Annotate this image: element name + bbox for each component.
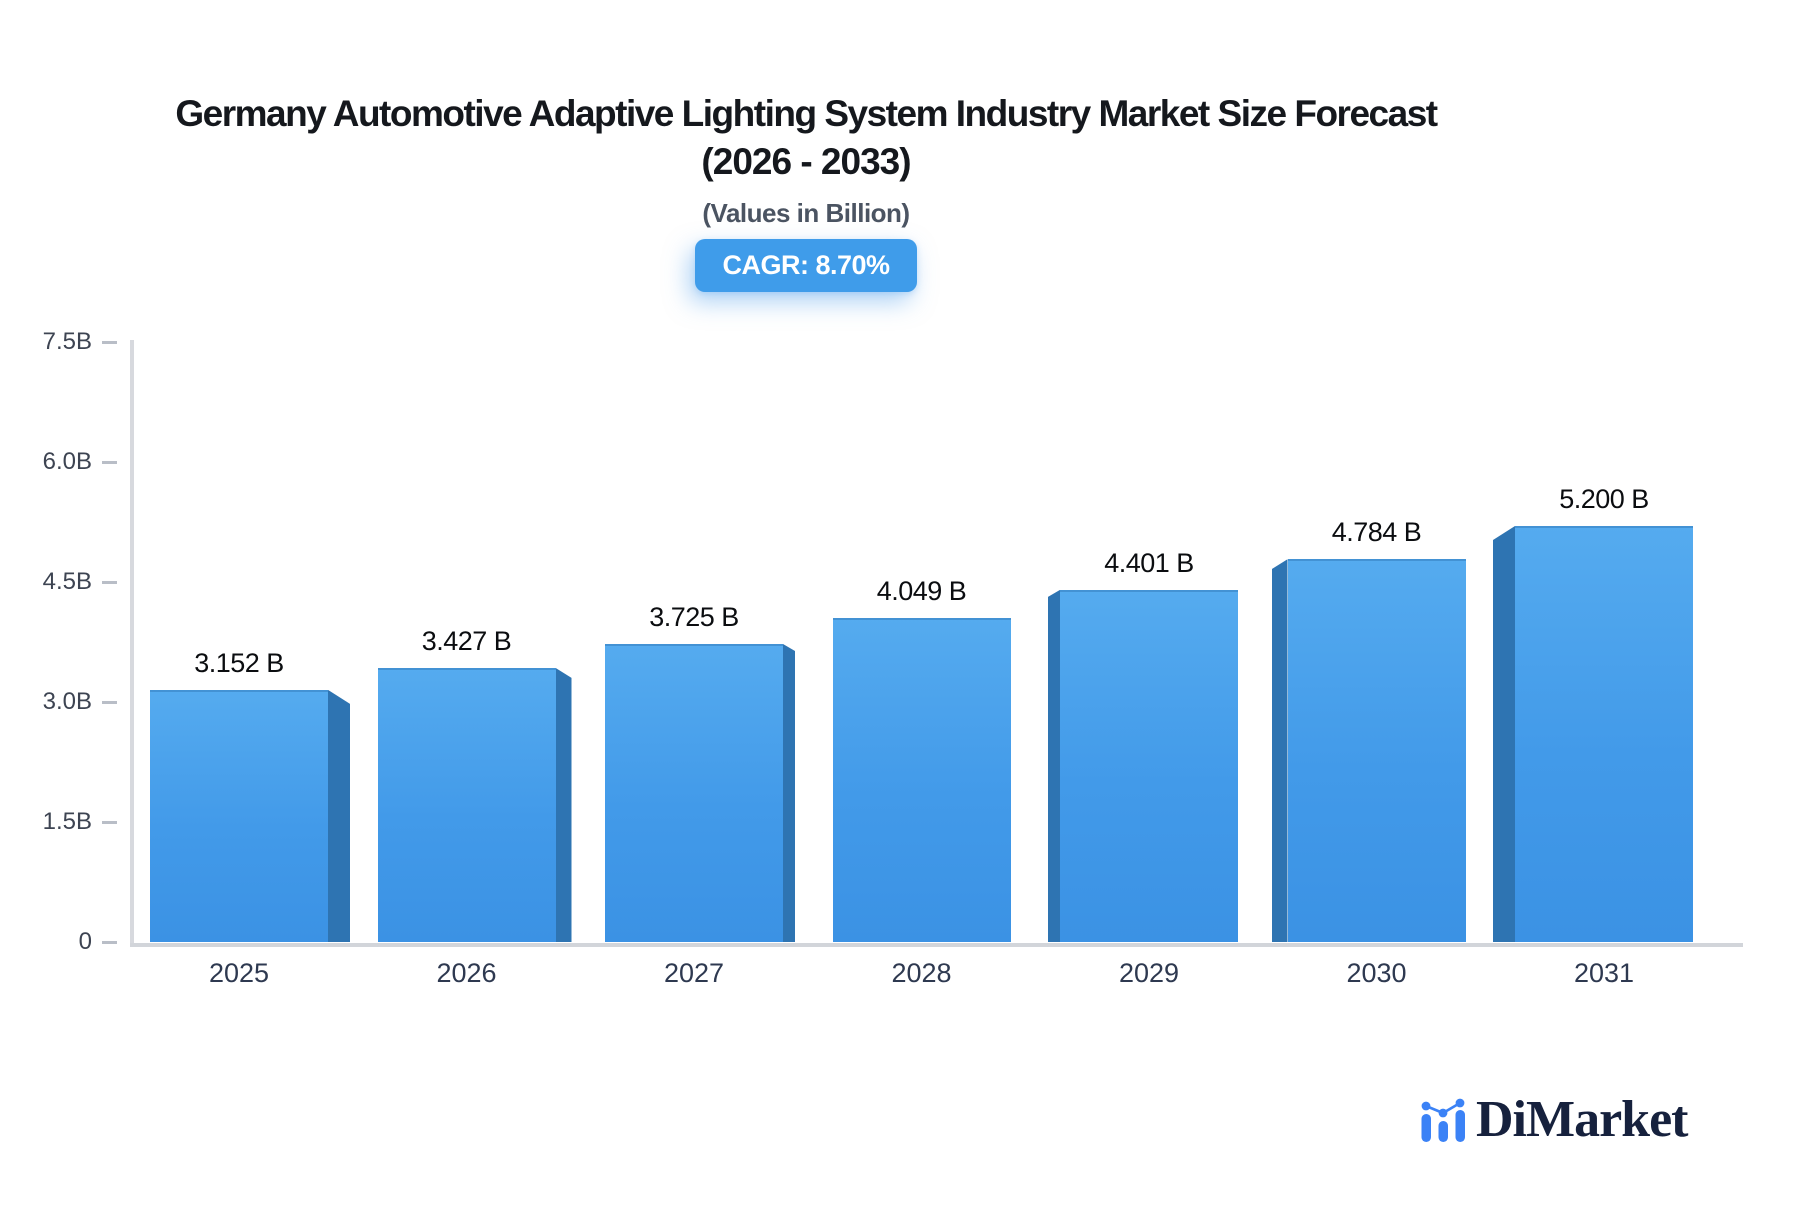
y-tick-label: 0 bbox=[78, 928, 92, 955]
y-tick-dash bbox=[102, 700, 117, 704]
dimarket-logo: DiMarket bbox=[1418, 1091, 1688, 1148]
bar-2028 bbox=[832, 618, 1011, 942]
bar-side-face bbox=[1048, 589, 1060, 942]
x-tick-label: 2030 bbox=[1346, 958, 1407, 988]
mini-bar-chart-icon bbox=[1421, 1098, 1465, 1142]
x-tick-label: 2029 bbox=[1118, 958, 1180, 988]
bar-value-label: 4.784 B bbox=[1331, 517, 1422, 548]
bar-value-label: 3.152 B bbox=[194, 647, 284, 678]
y-tick-dash bbox=[102, 820, 117, 824]
bar-2025 bbox=[150, 689, 328, 942]
chart-title-line1: Germany Automotive Adaptive Lighting Sys… bbox=[175, 93, 1438, 134]
chart-title-line2: (2026 - 2033) bbox=[701, 141, 911, 182]
y-tick-dash bbox=[102, 940, 117, 944]
x-tick-label: 2031 bbox=[1573, 958, 1635, 988]
y-tick-label: 4.5B bbox=[42, 568, 92, 595]
x-tick-label: 2027 bbox=[663, 958, 725, 988]
y-tick-label: 6.0B bbox=[42, 448, 92, 475]
y-tick-dash bbox=[102, 580, 117, 584]
bar-value-label: 3.427 B bbox=[421, 625, 512, 656]
bar-value-label: 5.200 B bbox=[1559, 484, 1649, 514]
y-tick-label: 1.5B bbox=[42, 808, 92, 835]
bar-2031 bbox=[1515, 526, 1693, 942]
bar-side-face bbox=[555, 667, 572, 942]
bar-2030 bbox=[1287, 559, 1466, 942]
cagr-badge: CAGR: 8.70% bbox=[695, 239, 917, 292]
logo-text: DiMarket bbox=[1476, 1091, 1688, 1148]
x-tick-label: 2025 bbox=[208, 958, 270, 988]
y-tick-dash bbox=[102, 460, 117, 464]
bar-side-face bbox=[783, 644, 795, 942]
x-tick-label: 2026 bbox=[436, 958, 497, 988]
y-tick-label: 7.5B bbox=[42, 328, 92, 355]
bar-2026 bbox=[377, 667, 556, 942]
bar-side-face bbox=[1493, 526, 1515, 942]
chart-header: Germany Automotive Adaptive Lighting Sys… bbox=[0, 0, 1612, 292]
x-tick-label: 2028 bbox=[891, 958, 952, 988]
bar-side-face bbox=[328, 689, 350, 942]
x-axis-line bbox=[130, 943, 1743, 947]
y-axis-line bbox=[130, 340, 134, 947]
bar-value-label: 4.401 B bbox=[1104, 547, 1194, 578]
bar-value-label: 4.049 B bbox=[876, 576, 967, 607]
bar-value-label: 3.725 B bbox=[649, 602, 739, 632]
bar-side-face bbox=[1271, 559, 1288, 942]
bar-2029 bbox=[1060, 589, 1238, 942]
bar-2027 bbox=[605, 644, 783, 942]
y-tick-label: 3.0B bbox=[42, 688, 92, 715]
y-tick-dash bbox=[102, 340, 117, 344]
chart-subtitle: (Values in Billion) bbox=[702, 198, 910, 228]
